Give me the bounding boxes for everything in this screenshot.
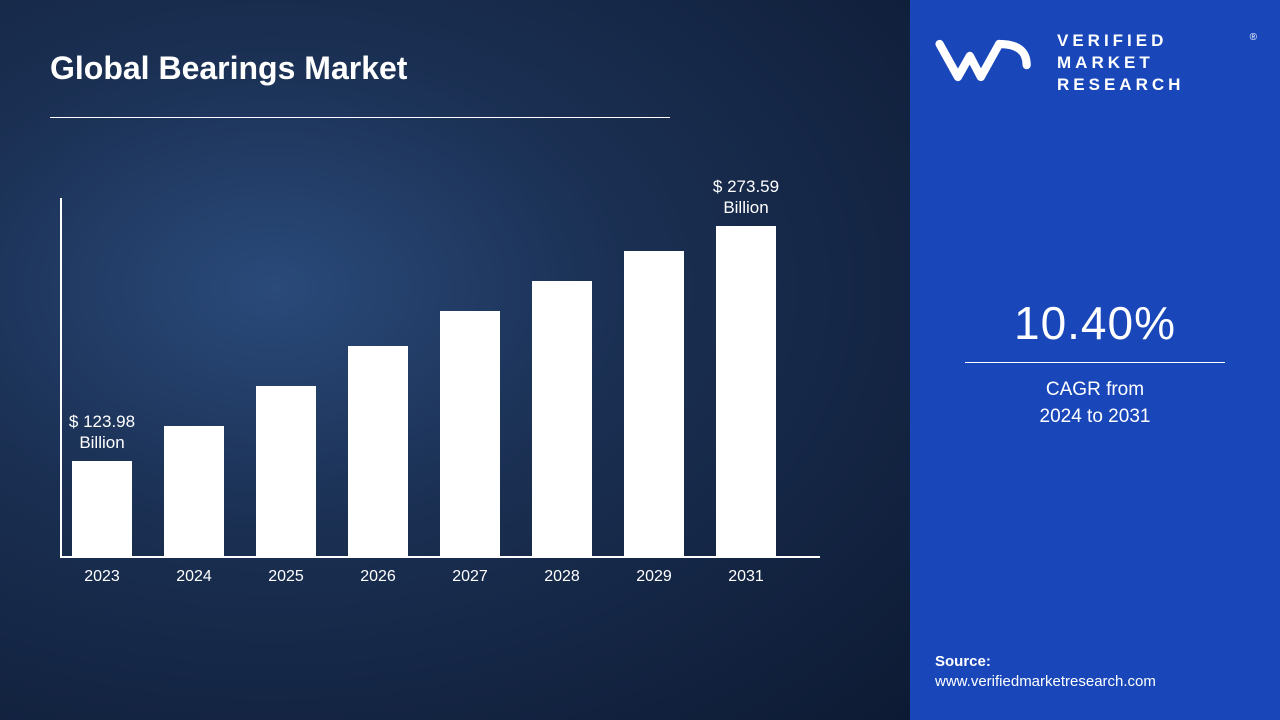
logo: VERIFIED MARKET RESEARCH ® <box>935 30 1255 96</box>
bar-category-label: 2031 <box>728 568 764 586</box>
logo-text: VERIFIED MARKET RESEARCH <box>1057 30 1184 96</box>
bar-2026: 2026 <box>348 346 408 556</box>
bar <box>716 226 776 556</box>
bar-category-label: 2029 <box>636 568 672 586</box>
logo-mark-icon <box>935 33 1045 93</box>
bar-2027: 2027 <box>440 311 500 556</box>
bar-2023: $ 123.98 Billion 2023 <box>72 461 132 556</box>
info-panel: VERIFIED MARKET RESEARCH ® 10.40% CAGR f… <box>910 0 1280 720</box>
bar <box>348 346 408 556</box>
source-label: Source: <box>935 653 1156 670</box>
bar <box>440 311 500 556</box>
bar-category-label: 2024 <box>176 568 212 586</box>
bar-chart: $ 123.98 Billion 2023 2024 2025 2026 <box>60 178 820 598</box>
bar <box>256 386 316 556</box>
bar <box>532 281 592 556</box>
chart-panel: Global Bearings Market $ 123.98 Billion … <box>0 0 910 720</box>
source-url: www.verifiedmarketresearch.com <box>935 673 1156 690</box>
bar-2029: 2029 <box>624 251 684 556</box>
chart-bars-container: $ 123.98 Billion 2023 2024 2025 2026 <box>60 198 820 558</box>
bar-category-label: 2027 <box>452 568 488 586</box>
title-underline <box>50 117 670 118</box>
bar-category-label: 2025 <box>268 568 304 586</box>
source-citation: Source: www.verifiedmarketresearch.com <box>935 653 1156 690</box>
bar <box>624 251 684 556</box>
chart-title: Global Bearings Market <box>50 50 860 87</box>
bar <box>164 426 224 556</box>
cagr-value: 10.40% <box>935 296 1255 350</box>
cagr-stat: 10.40% CAGR from 2024 to 2031 <box>935 296 1255 430</box>
bar-category-label: 2023 <box>84 568 120 586</box>
bar <box>72 461 132 556</box>
cagr-underline <box>965 362 1225 363</box>
bar-value-label: $ 273.59 Billion <box>713 177 779 218</box>
bar-2031: $ 273.59 Billion 2031 <box>716 226 776 556</box>
bar-2024: 2024 <box>164 426 224 556</box>
registered-mark: ® <box>1250 32 1257 43</box>
cagr-label: CAGR from 2024 to 2031 <box>935 377 1255 430</box>
bar-category-label: 2026 <box>360 568 396 586</box>
bar-value-label: $ 123.98 Billion <box>69 412 135 453</box>
bar-2025: 2025 <box>256 386 316 556</box>
bar-category-label: 2028 <box>544 568 580 586</box>
bar-2028: 2028 <box>532 281 592 556</box>
